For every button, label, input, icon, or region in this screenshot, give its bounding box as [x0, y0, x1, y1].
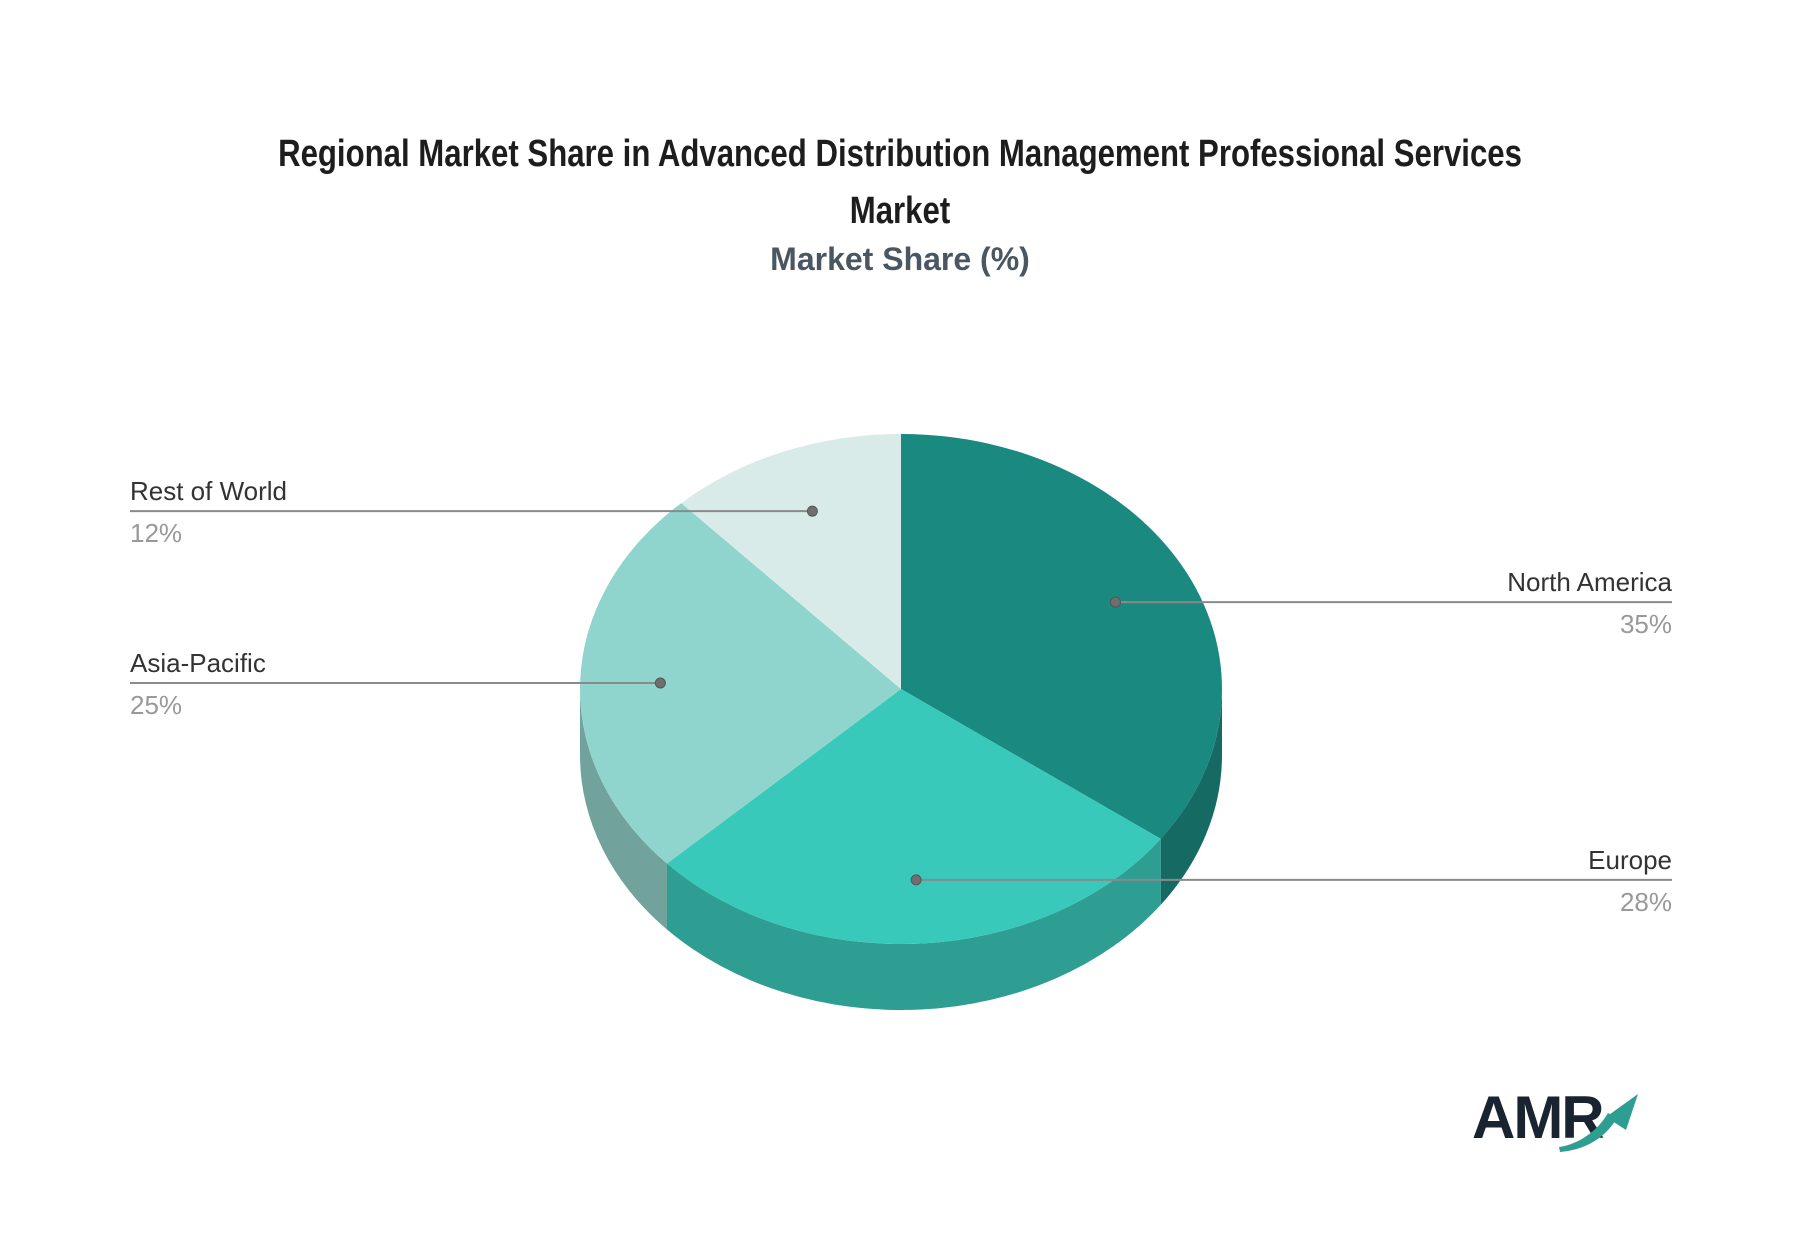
pie-slice-asia-pacific[interactable]: [580, 503, 901, 864]
pie-slice-side-asia-pacific: [580, 689, 668, 930]
pie-slice-side-north-america: [1160, 689, 1222, 905]
amr-logo: AMR: [1472, 1088, 1672, 1178]
leader-dot-rest-of-world: [806, 505, 818, 517]
chart-title-text: Regional Market Share in Advanced Distri…: [278, 133, 1522, 232]
leader-dot-north-america: [1110, 596, 1122, 608]
amr-logo-text: AMR: [1472, 1084, 1605, 1151]
leader-dot-asia-pacific: [654, 677, 666, 689]
slice-pct-text: 35%: [1619, 609, 1672, 640]
pie-slice-side-europe: [667, 838, 1161, 1010]
slice-pct-text: 28%: [1619, 886, 1672, 917]
slice-label-text: Asia-Pacific: [130, 647, 266, 678]
slice-label-text: Europe: [1588, 844, 1672, 875]
pie-slice-north-america[interactable]: [901, 434, 1222, 839]
slice-pct-text: 25%: [130, 689, 183, 720]
pie-slice-rest-of-world[interactable]: [681, 434, 901, 689]
slice-label-text: Rest of World: [130, 476, 288, 507]
chart-title: Regional Market Share in Advanced Distri…: [0, 126, 1800, 240]
slice-label-text: North America: [1507, 567, 1672, 598]
amr-logo-arrow-icon: [1559, 1094, 1638, 1152]
slice-pct-text: 12%: [130, 518, 183, 549]
leader-dot-europe: [910, 874, 922, 886]
chart-subtitle: Market Share (%): [770, 241, 1030, 277]
